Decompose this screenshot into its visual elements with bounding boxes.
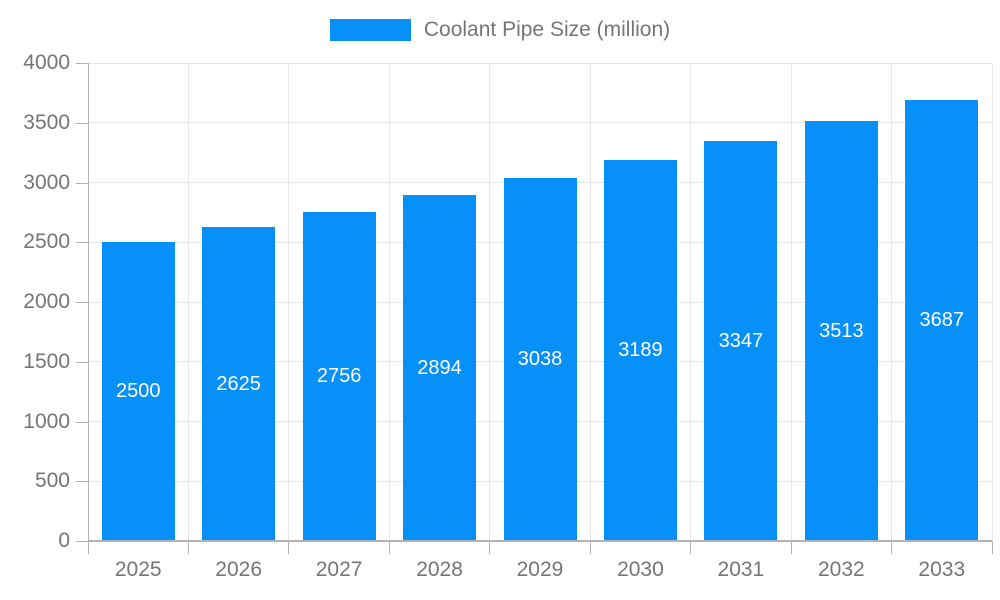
y-axis-tick (76, 302, 88, 303)
x-gridline (288, 63, 290, 541)
x-axis-tick (790, 541, 792, 554)
y-axis-line (88, 63, 89, 554)
bar-2027[interactable]: 2756 (302, 211, 376, 541)
bar-2033[interactable]: 3687 (905, 100, 979, 541)
x-axis-tick (388, 541, 390, 554)
bar-value-label: 2500 (115, 380, 161, 403)
y-axis-label: 0 (58, 529, 70, 552)
y-gridline (88, 122, 992, 124)
x-gridline (991, 63, 993, 541)
bar-2026[interactable]: 2625 (202, 227, 276, 541)
bar-2031[interactable]: 3347 (704, 141, 778, 541)
bar-value-label: 3513 (819, 319, 864, 342)
chart-legend: Coolant Pipe Size (million) (0, 18, 1000, 42)
y-axis-label: 2500 (23, 230, 70, 254)
y-axis-tick (76, 182, 88, 184)
y-axis-label: 2000 (23, 290, 70, 313)
y-axis-tick (76, 63, 88, 64)
plot-area: 2500 2625 2756 2894 3038 3189 3347 3513 3687 (88, 62, 993, 541)
x-axis-tick (288, 541, 290, 554)
bar-2029[interactable]: 3038 (503, 177, 577, 541)
x-axis-label: 2032 (817, 558, 865, 581)
y-axis-label: 1500 (23, 349, 70, 373)
x-gridline (388, 63, 390, 541)
x-axis-tick (891, 541, 893, 554)
bar-2032[interactable]: 3513 (804, 121, 878, 541)
y-axis-label: 4000 (23, 51, 70, 74)
x-axis-label: 2026 (215, 558, 263, 581)
x-axis-label: 2027 (315, 558, 363, 581)
x-axis-line (88, 540, 992, 542)
y-axis-label: 1000 (23, 409, 70, 433)
y-axis-tick (76, 122, 88, 124)
x-axis-tick (187, 541, 189, 554)
x-gridline (891, 63, 893, 541)
bar-2028[interactable]: 2894 (403, 195, 477, 541)
x-axis-tick (589, 541, 591, 554)
x-gridline (489, 63, 491, 541)
y-axis-tick (76, 242, 88, 244)
x-axis-tick (87, 541, 89, 554)
x-gridline (589, 63, 591, 541)
y-axis-tick (76, 421, 88, 423)
bar-value-label: 2894 (417, 356, 462, 379)
x-axis-tick (991, 541, 993, 554)
bar-value-label: 2625 (216, 372, 261, 395)
x-axis-tick (690, 541, 692, 554)
bar-value-label: 3687 (919, 309, 965, 332)
bar-value-label: 3038 (517, 347, 563, 370)
y-axis-label: 500 (34, 469, 70, 493)
y-axis-label: 3500 (23, 110, 70, 134)
x-axis-label: 2030 (617, 558, 664, 581)
x-gridline (187, 63, 189, 541)
y-axis-label: 3000 (23, 170, 70, 194)
x-axis-label: 2028 (416, 558, 463, 581)
bar-2025[interactable]: 2500 (101, 242, 175, 541)
x-axis-label: 2025 (114, 558, 162, 581)
x-gridline (690, 63, 692, 541)
y-gridline (88, 62, 992, 64)
bar-value-label: 3189 (618, 338, 663, 361)
y-axis-tick (76, 541, 88, 542)
bar-value-label: 3347 (718, 329, 764, 352)
x-axis-label: 2031 (717, 558, 765, 581)
legend-label: Coolant Pipe Size (million) (423, 18, 671, 41)
y-axis-tick (76, 361, 88, 363)
legend-item-coolant-pipe-size[interactable]: Coolant Pipe Size (million) (329, 18, 671, 42)
y-axis-tick (76, 481, 88, 483)
x-axis-label: 2029 (516, 558, 564, 581)
legend-swatch (329, 19, 411, 41)
x-gridline (790, 63, 792, 541)
x-axis-label: 2033 (918, 558, 966, 581)
x-axis-tick (489, 541, 491, 554)
bar-value-label: 2756 (316, 364, 362, 387)
bar-2030[interactable]: 3189 (603, 159, 677, 541)
